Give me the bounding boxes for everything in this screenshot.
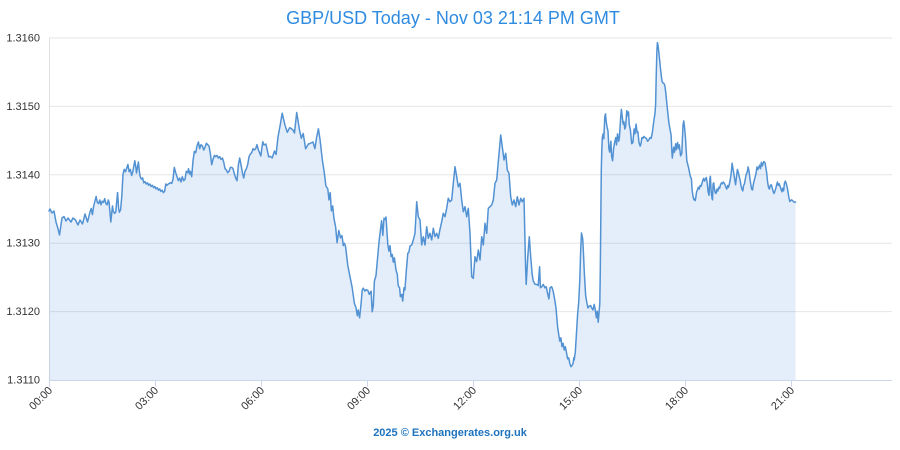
svg-text:1.3130: 1.3130: [6, 238, 40, 250]
svg-text:1.3160: 1.3160: [6, 33, 40, 45]
svg-text:2025 © Exchangerates.org.uk: 2025 © Exchangerates.org.uk: [373, 427, 528, 439]
svg-text:GBP/USD Today - Nov 03 21:14 P: GBP/USD Today - Nov 03 21:14 PM GMT: [286, 8, 620, 28]
svg-text:1.3110: 1.3110: [7, 375, 40, 387]
svg-text:1.3140: 1.3140: [6, 169, 40, 181]
svg-text:1.3120: 1.3120: [6, 306, 40, 318]
svg-text:1.3150: 1.3150: [6, 101, 40, 113]
